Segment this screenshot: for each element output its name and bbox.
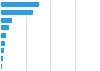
Bar (1, 10, 34, 15)
Bar (1, 41, 5, 46)
Bar (1, 25, 9, 30)
Bar (1, 33, 6, 38)
Bar (1, 56, 3, 61)
Bar (1, 48, 4, 53)
Bar (1, 18, 12, 23)
Bar (1, 2, 39, 7)
Bar (1, 64, 2, 69)
